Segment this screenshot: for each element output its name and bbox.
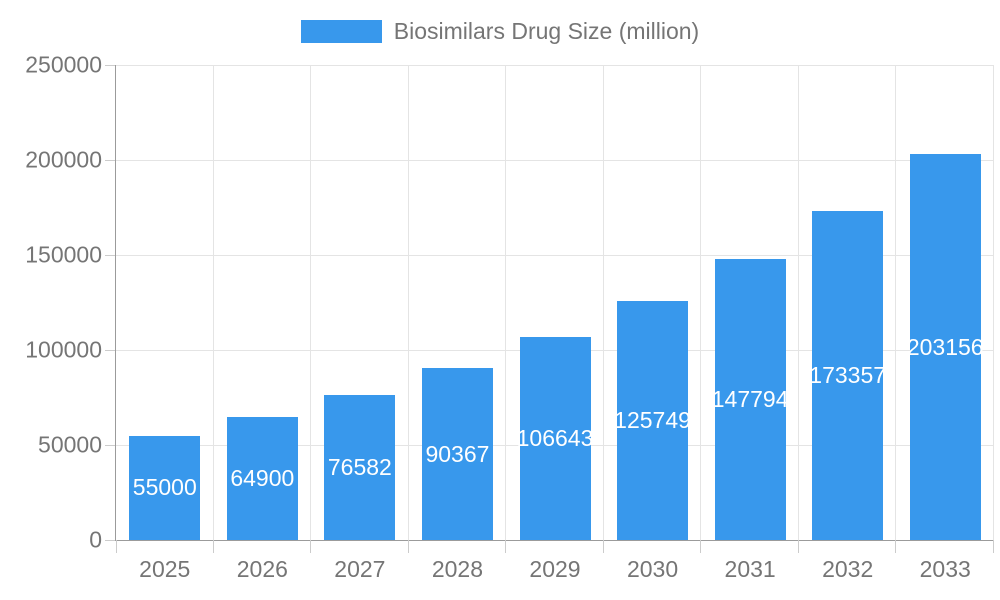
x-axis-tick [310,540,312,553]
plot-area: 0 50000 100000 150000 200000 250000 55000 2025 6… [25,52,994,582]
x-axis-label: 2029 [529,556,581,582]
x-axis-tick [602,540,604,553]
y-axis-label: 0 [89,526,102,553]
bar[interactable]: 173357 [809,210,887,540]
gridline-vertical [797,65,799,540]
x-axis-tick [895,540,897,553]
gridline-vertical [212,65,214,540]
gridline-vertical [602,65,604,540]
y-axis-tick [105,350,115,351]
legend[interactable]: Biosimilars Drug Size (million) [0,17,1000,45]
bar-value-label: 55000 [132,474,197,501]
x-axis-label: 2028 [431,556,484,582]
y-axis-tick [105,445,115,446]
gridline-vertical [993,65,994,540]
bar[interactable]: 125749 [614,301,691,540]
x-axis-label: 2025 [139,556,191,582]
gridline-horizontal [116,255,994,256]
bar-value-label: 147794 [711,386,789,413]
x-axis-tick [116,540,117,553]
bar-value-label: 76582 [327,453,392,480]
gridline-vertical [895,65,897,540]
gridline-horizontal [116,65,994,66]
x-axis-label: 2032 [822,556,874,582]
bar[interactable]: 76582 [324,394,396,540]
y-axis-tick [105,65,115,66]
y-axis-label: 50000 [38,431,102,458]
y-axis-tick [105,255,115,256]
gridline-horizontal [116,160,994,161]
y-axis-tick [105,160,115,161]
bar[interactable]: 203156 [906,154,984,540]
bar-value-label: 203156 [906,333,984,360]
x-axis-tick [993,540,994,553]
y-axis-tick [105,540,115,541]
bar-value-label: 173357 [809,361,887,388]
x-axis-label: 2031 [724,556,776,582]
x-axis-tick [700,540,702,553]
bar[interactable]: 147794 [711,259,789,540]
bar-value-label: 64900 [230,464,295,491]
gridline-vertical [505,65,507,540]
x-axis-label: 2030 [626,556,679,582]
bar[interactable]: 106643 [516,337,594,540]
x-axis-label: 2033 [919,556,971,582]
gridline-vertical [310,65,312,540]
bar-value-label: 106643 [516,425,594,452]
legend-label: Biosimilars Drug Size (million) [393,17,700,44]
bar-value-label: 90367 [425,440,490,467]
y-axis-label: 250000 [25,51,102,78]
x-axis-tick [212,540,214,553]
x-axis-label: 2026 [236,556,288,582]
x-axis-tick [797,540,799,553]
bar[interactable]: 90367 [421,368,493,540]
y-axis-label: 150000 [25,241,102,268]
bar-value-label: 125749 [614,407,691,434]
gridline-vertical [700,65,702,540]
x-axis-label: 2027 [334,556,386,582]
x-axis-tick [407,540,409,553]
y-axis-label: 200000 [25,146,102,173]
gridline-vertical [407,65,409,540]
bar[interactable]: 64900 [226,416,298,540]
bar[interactable]: 55000 [129,435,201,540]
legend-swatch [300,19,382,43]
x-axis-tick [505,540,507,553]
y-axis-label: 100000 [25,336,102,363]
